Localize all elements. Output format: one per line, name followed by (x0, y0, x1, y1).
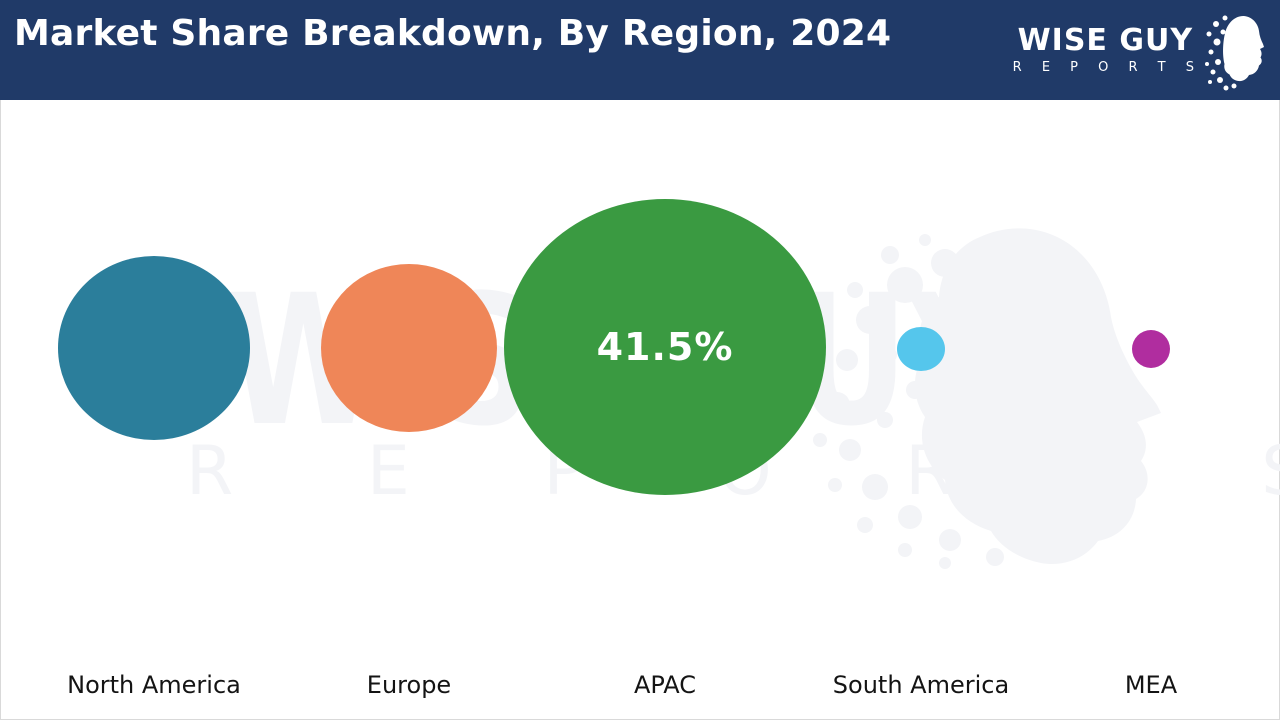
category-label-mea: MEA (1124, 671, 1178, 699)
chart-area (0, 100, 1280, 720)
brand-name: WISE GUY (1017, 23, 1194, 58)
category-label-north-america: North America (67, 671, 241, 699)
brand-logo-text: WISE GUY R E P O R T S (1009, 23, 1202, 75)
brand-logo: WISE GUY R E P O R T S (1009, 10, 1264, 96)
brand-face-icon (1205, 15, 1264, 91)
brand-tagline: R E P O R T S (1012, 60, 1202, 75)
category-label-apac: APAC (633, 671, 697, 699)
page-title: Market Share Breakdown, By Region, 2024 (14, 13, 892, 54)
header-bar: Market Share Breakdown, By Region, 2024 … (0, 0, 1280, 100)
category-label-europe: Europe (366, 671, 452, 699)
category-labels: North America Europe APAC South America MEA (0, 671, 1280, 708)
category-label-south-america: South America (832, 671, 1010, 699)
